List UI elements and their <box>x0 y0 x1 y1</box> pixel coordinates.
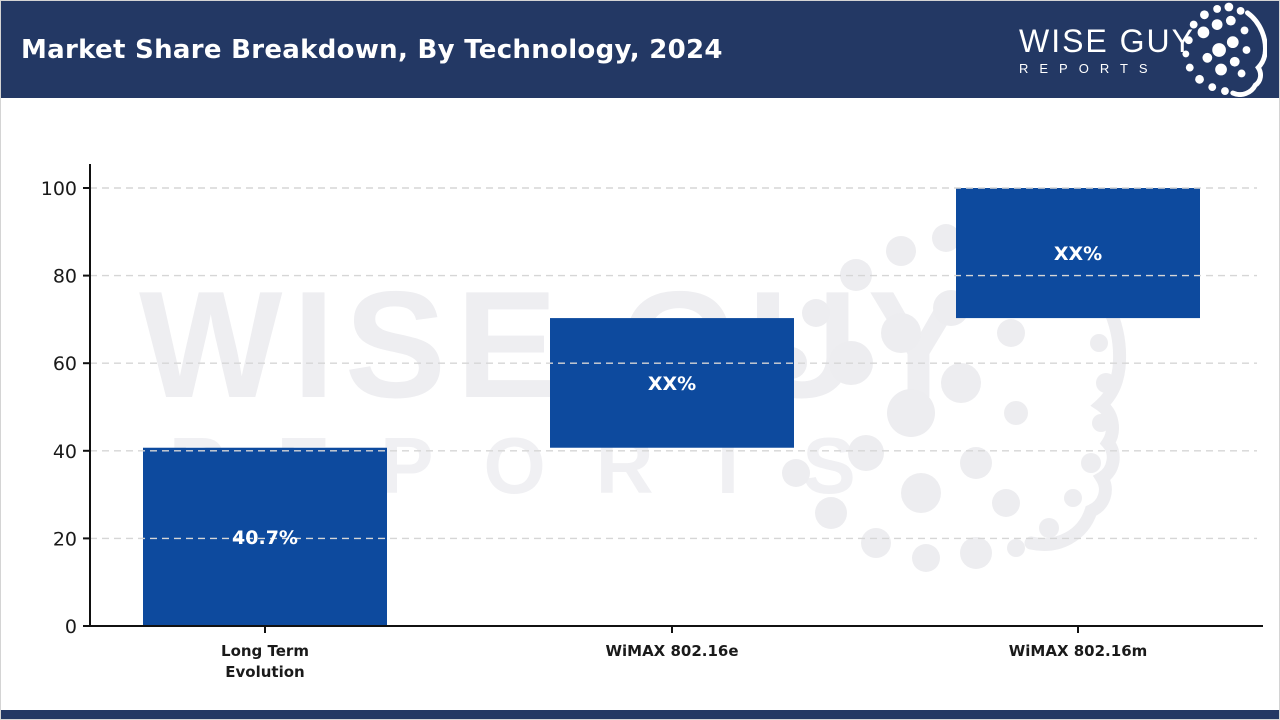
bar-label: XX% <box>1054 243 1102 265</box>
logo-face-icon <box>1182 2 1267 97</box>
header-bar: Market Share Breakdown, By Technology, 2… <box>1 1 1279 98</box>
x-axis-label: Long Term <box>221 642 309 660</box>
x-axis-label: WiMAX 802.16e <box>605 642 738 660</box>
logo-wordmark: WISE GUY <box>1018 22 1195 59</box>
bar <box>550 318 794 448</box>
wiseguy-logo: WISE GUY REPORTS <box>1018 2 1279 97</box>
footer-bar <box>1 710 1279 719</box>
y-tick-label: 20 <box>53 528 77 550</box>
logo-subtext: REPORTS <box>1018 60 1159 76</box>
bar <box>143 447 387 626</box>
x-axis-label: WiMAX 802.16m <box>1009 642 1148 660</box>
y-tick-label: 80 <box>53 266 77 288</box>
chart-svg: 40.7% XX% XX% 0 20 40 60 80 100 Long Term Evolutio… <box>41 164 1263 681</box>
y-tick-label: 60 <box>53 353 77 375</box>
y-tick-label: 40 <box>53 441 77 463</box>
x-axis-label: Evolution <box>225 663 304 681</box>
page-title: Market Share Breakdown, By Technology, 2… <box>21 34 723 65</box>
y-tick-label: 0 <box>65 616 77 638</box>
bar-label: 40.7% <box>232 527 298 549</box>
bar-label: XX% <box>648 373 696 395</box>
y-tick-label: 100 <box>41 178 77 200</box>
